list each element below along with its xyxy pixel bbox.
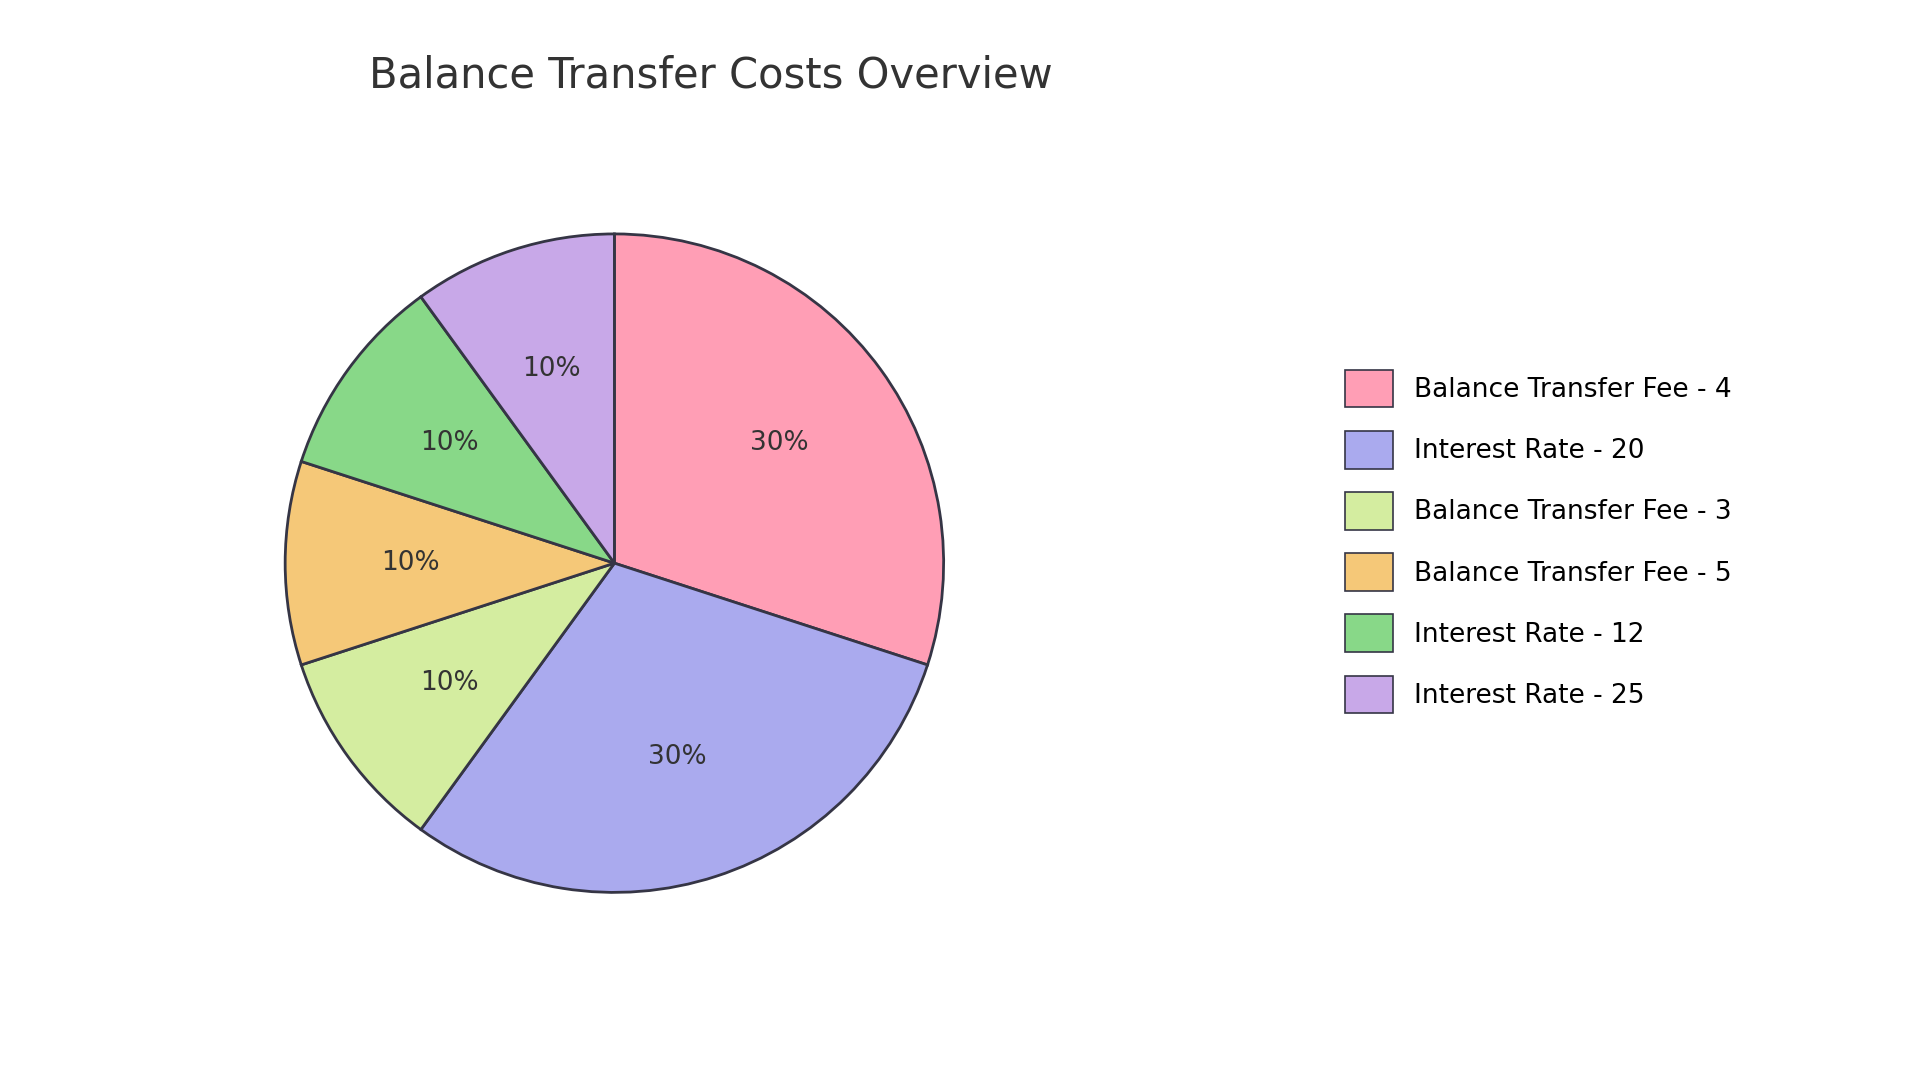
Text: 10%: 10%: [380, 550, 440, 576]
Wedge shape: [420, 234, 614, 563]
Wedge shape: [286, 461, 614, 665]
Legend: Balance Transfer Fee - 4, Interest Rate - 20, Balance Transfer Fee - 3, Balance : Balance Transfer Fee - 4, Interest Rate …: [1319, 343, 1759, 740]
Wedge shape: [614, 234, 943, 665]
Wedge shape: [301, 563, 614, 830]
Text: 10%: 10%: [522, 356, 580, 382]
Text: Balance Transfer Costs Overview: Balance Transfer Costs Overview: [369, 55, 1052, 96]
Wedge shape: [420, 563, 927, 892]
Text: 10%: 10%: [420, 430, 478, 456]
Text: 30%: 30%: [649, 744, 707, 770]
Wedge shape: [301, 297, 614, 563]
Text: 10%: 10%: [420, 670, 478, 696]
Text: 30%: 30%: [751, 430, 808, 456]
